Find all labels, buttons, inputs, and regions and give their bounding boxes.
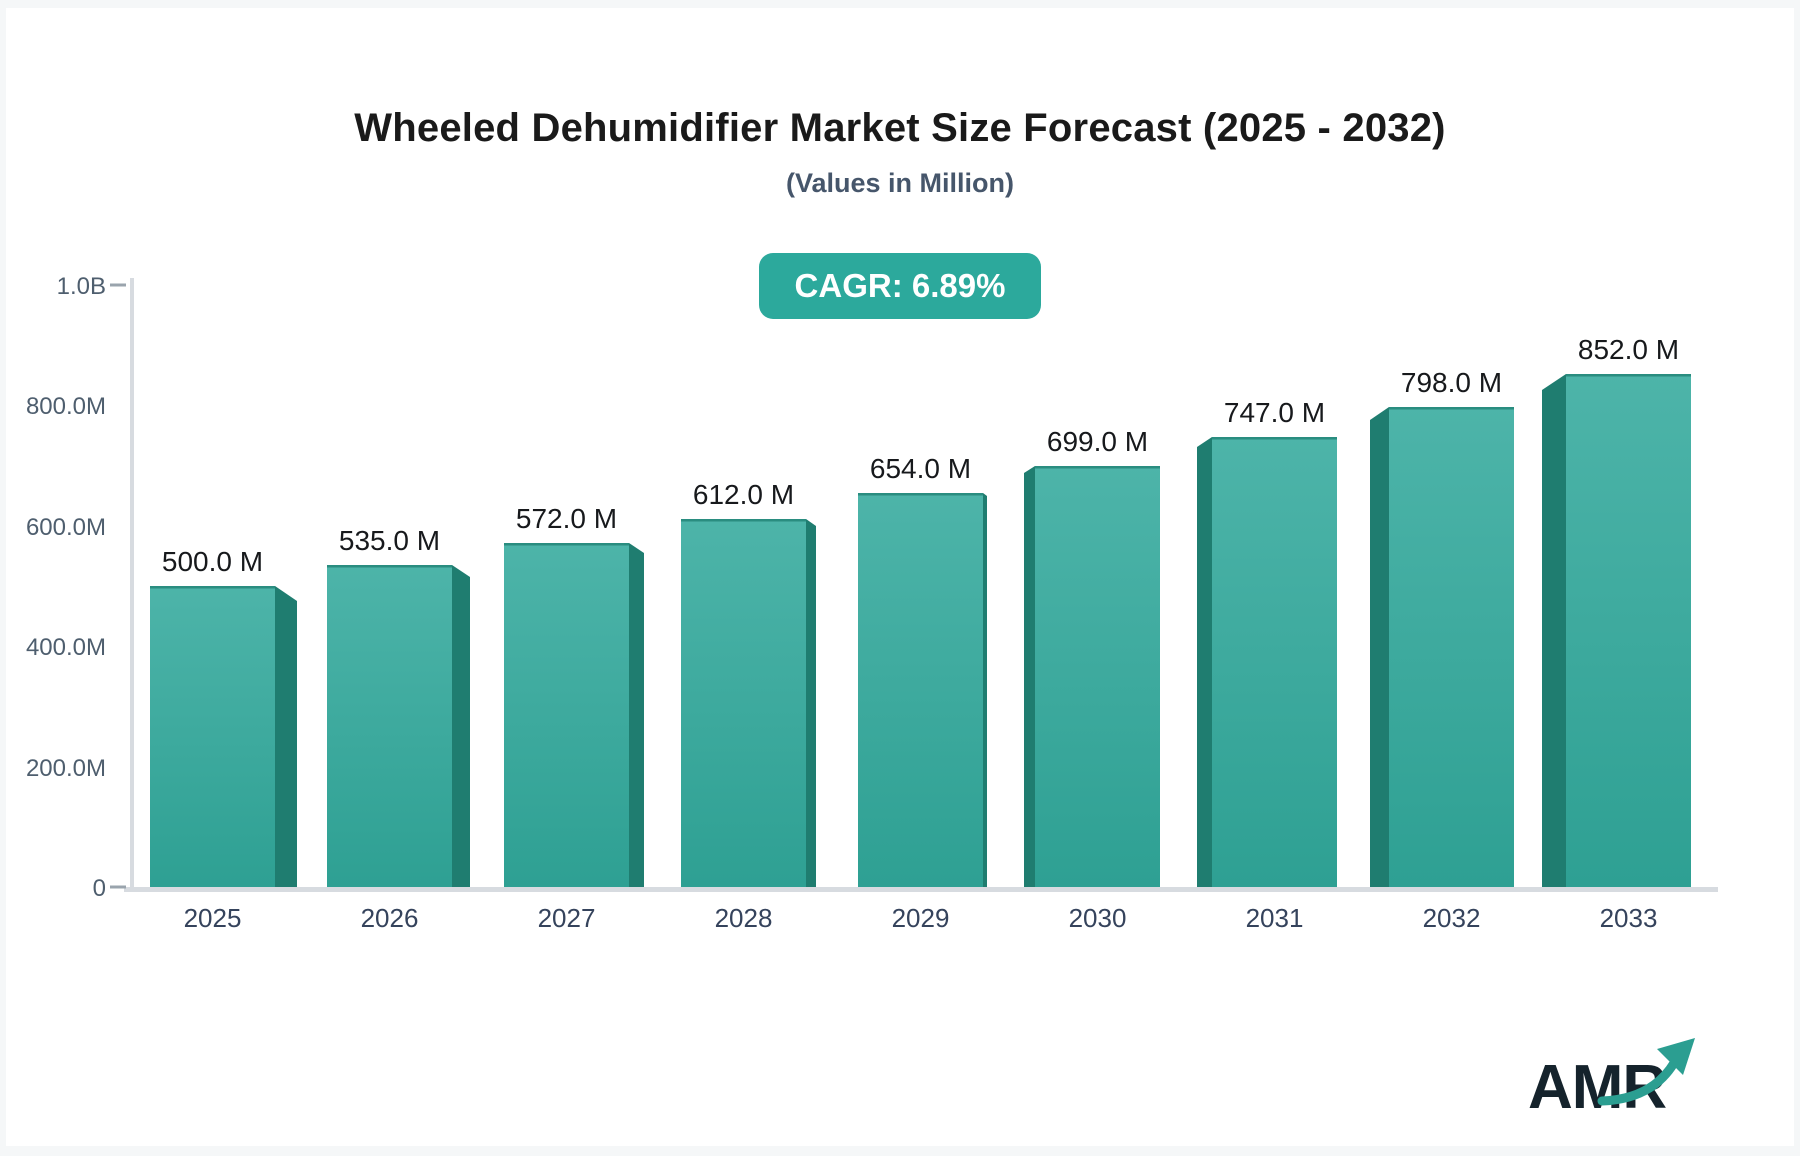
bar-side-face [1542, 374, 1566, 887]
bar-side-face [629, 543, 644, 887]
bar-side-face [1024, 466, 1035, 887]
x-axis-label: 2030 [1069, 903, 1127, 933]
bar-value-label: 852.0 M [1578, 334, 1679, 365]
bar-2028 [681, 519, 806, 887]
bar-2027 [504, 543, 629, 887]
y-axis-ticks: 1.0B 800.0M 600.0M 400.0M 200.0M 0 [26, 273, 126, 902]
bar-labels: 500.0 M 535.0 M 572.0 M 612.0 M 654.0 M 699.0… [162, 334, 1679, 577]
bar-value-label: 699.0 M [1047, 426, 1148, 457]
amr-logo: AMR [1528, 1038, 1695, 1122]
cagr-badge-label: CAGR: 6.89% [794, 267, 1006, 304]
y-axis-tick-dash [110, 885, 126, 889]
bar-value-label: 612.0 M [693, 479, 794, 510]
bar-side-face [806, 519, 816, 887]
bar-2033 [1566, 374, 1691, 887]
x-axis-label: 2033 [1600, 903, 1658, 933]
y-axis-line [130, 278, 134, 889]
x-axis-label: 2032 [1423, 903, 1481, 933]
bar-top-edge [858, 493, 983, 496]
bar-2029 [858, 493, 983, 887]
y-axis-label: 200.0M [26, 755, 106, 782]
bar-top-edge [150, 586, 275, 589]
y-axis-label: 1.0B [57, 273, 106, 300]
bar-value-label: 535.0 M [339, 525, 440, 556]
cagr-badge-wrap: CAGR: 6.89% [0, 253, 1800, 319]
bar-value-label: 572.0 M [516, 503, 617, 534]
x-axis-label: 2031 [1246, 903, 1304, 933]
bar-top-edge [327, 565, 452, 568]
x-axis-labels: 2025 2026 2027 2028 2029 2030 2031 2032 2033 [184, 903, 1658, 933]
bar-value-label: 747.0 M [1224, 397, 1325, 428]
chart-title: Wheeled Dehumidifier Market Size Forecas… [354, 106, 1446, 150]
y-axis-tick-dash [110, 283, 126, 287]
bar-top-edge [1035, 466, 1160, 469]
bar-side-face [1197, 437, 1212, 887]
x-axis-line [124, 887, 1718, 892]
bar-top-edge [1212, 437, 1337, 440]
y-axis-label: 600.0M [26, 514, 106, 541]
bars [150, 374, 1691, 887]
bar-top-edge [504, 543, 629, 546]
bar-side-face [275, 586, 297, 887]
x-axis-label: 2028 [715, 903, 773, 933]
bar-2031 [1212, 437, 1337, 887]
y-axis-label: 0 [93, 875, 106, 902]
x-axis-label: 2027 [538, 903, 596, 933]
bar-top-edge [1566, 374, 1691, 377]
bar-2025 [150, 586, 275, 887]
bar-2026 [327, 565, 452, 887]
chart-subtitle: (Values in Million) [785, 168, 1015, 198]
bar-side-face [1370, 407, 1389, 887]
x-axis-label: 2029 [892, 903, 950, 933]
bar-side-face [452, 565, 470, 887]
bar-value-label: 500.0 M [162, 546, 263, 577]
bar-top-edge [1389, 407, 1514, 410]
bar-top-edge [681, 519, 806, 522]
x-axis-label: 2026 [361, 903, 419, 933]
x-axis-label: 2025 [184, 903, 242, 933]
cagr-badge: CAGR: 6.89% [758, 253, 1042, 319]
bar-2032 [1389, 407, 1514, 887]
bar-value-label: 654.0 M [870, 453, 971, 484]
amr-logo-arrow-icon [1597, 1058, 1679, 1106]
bar-side-face [983, 493, 987, 887]
amr-logo-arrowhead-icon [1657, 1038, 1695, 1075]
y-axis-label: 400.0M [26, 634, 106, 661]
y-axis-label: 800.0M [26, 393, 106, 420]
bar-2030 [1035, 466, 1160, 887]
bar-value-label: 798.0 M [1401, 367, 1502, 398]
